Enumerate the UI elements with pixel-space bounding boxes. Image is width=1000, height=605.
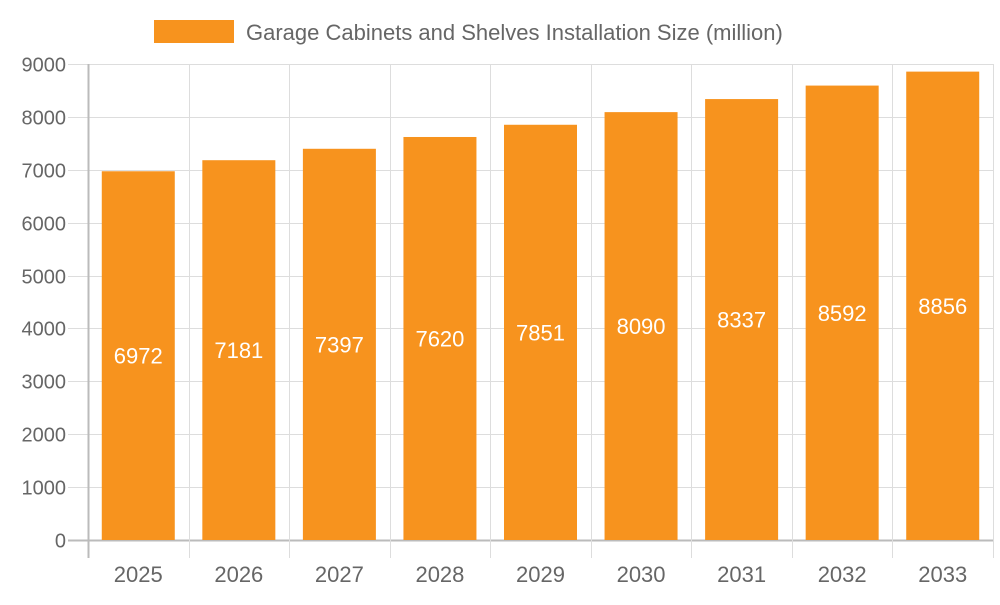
bar <box>604 112 678 540</box>
bar <box>302 148 376 540</box>
y-tick-label: 7000 <box>22 161 67 183</box>
data-label: 6972 <box>114 344 163 369</box>
data-label: 8337 <box>717 308 766 333</box>
y-tick-label: 2000 <box>22 425 67 447</box>
bar <box>906 71 980 540</box>
bar <box>805 85 879 540</box>
bar <box>101 171 175 540</box>
x-tick-label: 2025 <box>114 562 163 587</box>
data-label: 7851 <box>516 320 565 345</box>
axes: 0 1000 2000 3000 4000 5000 6000 7000 8000 9000 202… <box>22 55 968 588</box>
x-tick-label: 2030 <box>617 562 666 587</box>
data-label: 8090 <box>617 314 666 339</box>
data-label: 8856 <box>918 294 967 319</box>
y-tick-label: 3000 <box>22 372 67 394</box>
y-tick-label: 4000 <box>22 319 67 341</box>
data-label: 7397 <box>315 332 364 357</box>
x-tick-label: 2033 <box>918 562 967 587</box>
y-tick-label: 8000 <box>22 108 67 130</box>
y-tick-label: 5000 <box>22 267 67 289</box>
x-tick-label: 2029 <box>516 562 565 587</box>
bar <box>403 136 477 540</box>
data-label: 7181 <box>214 338 263 363</box>
y-tick-label: 1000 <box>22 478 67 500</box>
bar <box>504 124 577 540</box>
bars: 6972 7181 7397 7620 7851 8090 8337 8592 8856 <box>101 71 980 540</box>
x-tick-label: 2027 <box>315 562 364 587</box>
y-tick-label: 0 <box>55 531 66 553</box>
data-label: 7620 <box>415 326 464 351</box>
legend[interactable]: Garage Cabinets and Shelves Installation… <box>154 20 783 45</box>
bar <box>705 99 779 540</box>
x-tick-label: 2028 <box>415 562 464 587</box>
legend-swatch[interactable] <box>154 20 234 43</box>
x-tick-label: 2026 <box>214 562 263 587</box>
y-tick-label: 6000 <box>22 214 67 236</box>
data-label: 8592 <box>818 301 867 326</box>
x-tick-label: 2032 <box>818 562 867 587</box>
legend-label[interactable]: Garage Cabinets and Shelves Installation… <box>246 20 783 45</box>
y-tick-label: 9000 <box>22 55 67 77</box>
x-tick-label: 2031 <box>717 562 766 587</box>
bar <box>202 160 276 540</box>
